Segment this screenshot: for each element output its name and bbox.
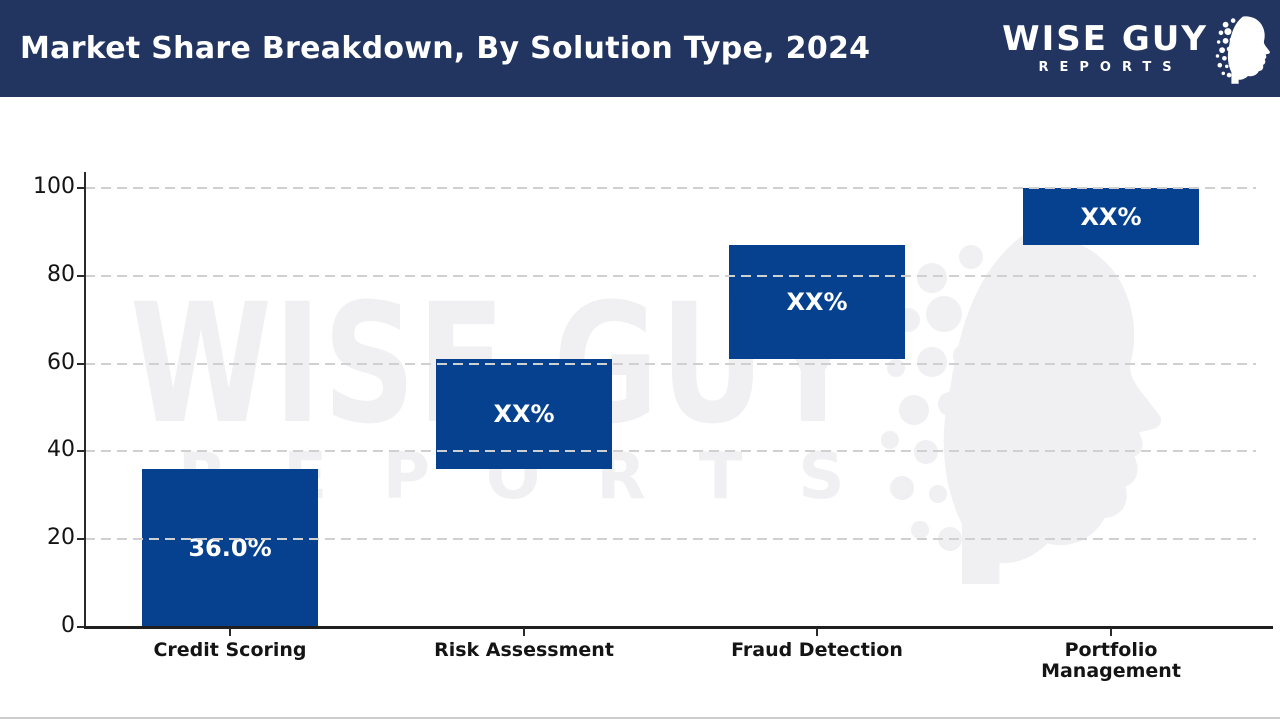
gridline	[85, 362, 1256, 365]
gridline	[85, 274, 1256, 277]
bar-fraud-detection: XX%	[729, 245, 905, 360]
x-category-label: Fraud Detection	[731, 639, 903, 661]
wiseguy-logo: WISE GUY REPORTS	[1002, 0, 1272, 97]
x-tick	[816, 628, 818, 636]
y-tick	[77, 450, 84, 453]
x-category-label: Risk Assessment	[434, 639, 614, 661]
gridline	[85, 538, 1256, 541]
y-tick	[77, 362, 84, 365]
bar-value-label: XX%	[493, 400, 555, 429]
logo-text: WISE GUY REPORTS	[1002, 22, 1208, 75]
gridline	[85, 450, 1256, 453]
bar-credit-scoring: 36.0%	[142, 468, 318, 627]
bar-value-label: XX%	[1080, 202, 1142, 231]
logo-secondary-text: REPORTS	[1038, 60, 1183, 75]
watermark-head-icon	[872, 224, 1172, 584]
wiseguy-head-icon	[1214, 13, 1272, 85]
bar-portfolio-management: XX%	[1023, 188, 1199, 246]
bottom-rule	[0, 717, 1280, 719]
y-tick	[77, 187, 84, 189]
gridline	[85, 187, 1256, 189]
y-tick-label: 20	[47, 525, 75, 551]
x-category-label: Credit Scoring	[153, 639, 307, 661]
header-bar: Market Share Breakdown, By Solution Type…	[0, 0, 1280, 97]
bar-risk-assessment: XX%	[436, 359, 612, 469]
x-axis-line	[84, 626, 1273, 629]
x-tick	[229, 628, 231, 636]
y-tick-label: 40	[47, 437, 75, 463]
x-tick	[1110, 628, 1112, 636]
y-axis-line	[84, 172, 86, 627]
y-tick-label: 0	[61, 613, 75, 638]
bar-value-label: XX%	[786, 288, 848, 317]
y-tick-label: 60	[47, 349, 75, 375]
y-tick	[77, 538, 84, 541]
x-category-label: Portfolio Management	[1041, 639, 1181, 683]
x-tick	[523, 628, 525, 636]
y-tick	[77, 274, 84, 277]
logo-primary-text: WISE GUY	[1002, 19, 1208, 59]
y-tick-label: 80	[47, 261, 75, 287]
page-title: Market Share Breakdown, By Solution Type…	[20, 31, 871, 66]
y-tick	[77, 626, 84, 628]
y-tick-label: 100	[33, 174, 75, 199]
